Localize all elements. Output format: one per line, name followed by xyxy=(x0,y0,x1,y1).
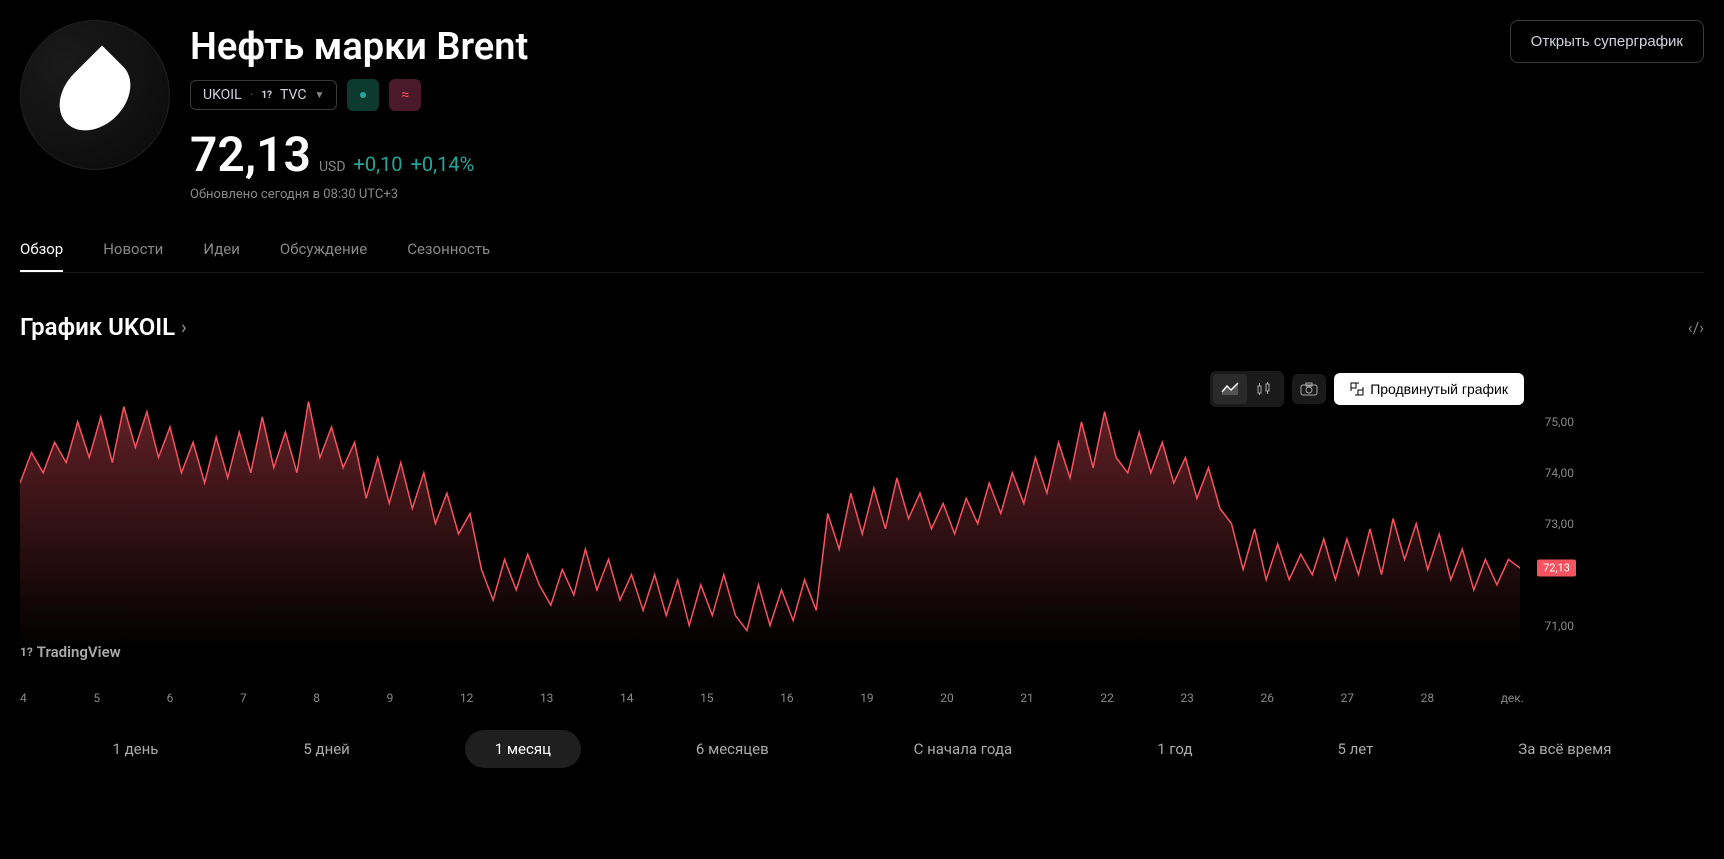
oil-drop-icon xyxy=(46,46,145,145)
x-tick: 12 xyxy=(460,691,474,705)
x-tick: 23 xyxy=(1180,691,1194,705)
range-С начала года[interactable]: С начала года xyxy=(884,730,1043,768)
x-tick: 7 xyxy=(240,691,247,705)
range-За всё время[interactable]: За всё время xyxy=(1488,730,1641,768)
area-chart-icon[interactable] xyxy=(1213,374,1247,404)
x-tick: 27 xyxy=(1341,691,1355,705)
range-1 год[interactable]: 1 год xyxy=(1127,730,1222,768)
y-axis: 75,00 74,00 73,00 71,00 72,13 xyxy=(1534,371,1704,691)
range-1 день[interactable]: 1 день xyxy=(82,730,188,768)
range-selector: 1 день 5 дней 1 месяц 6 месяцев С начала год… xyxy=(20,730,1704,768)
x-tick: 14 xyxy=(620,691,634,705)
market-status-badge[interactable] xyxy=(347,79,379,111)
tv-icon: 1? xyxy=(261,90,272,101)
x-tick: 15 xyxy=(700,691,714,705)
advanced-chart-button[interactable]: Продвинутый график xyxy=(1334,373,1524,405)
y-tick: 71,00 xyxy=(1545,619,1574,633)
y-tick: 73,00 xyxy=(1545,517,1574,531)
change-abs: +0,10 xyxy=(354,152,403,176)
delayed-badge[interactable]: ≈ xyxy=(389,79,421,111)
tab-Сезонность[interactable]: Сезонность xyxy=(407,232,490,272)
exchange-code: TVC xyxy=(280,87,306,103)
x-tick: 20 xyxy=(940,691,954,705)
x-tick: 28 xyxy=(1421,691,1435,705)
x-tick: дек. xyxy=(1501,691,1524,705)
y-tick: 75,00 xyxy=(1545,415,1574,429)
x-axis: 4 5 6 7 8 9 12 13 14 15 16 19 20 21 22 23 26 27 28 дек. xyxy=(20,691,1534,705)
x-tick: 26 xyxy=(1261,691,1275,705)
x-tick: 19 xyxy=(860,691,874,705)
candlestick-icon[interactable] xyxy=(1247,374,1281,404)
x-tick: 22 xyxy=(1100,691,1114,705)
range-6 месяцев[interactable]: 6 месяцев xyxy=(666,730,799,768)
price-chart xyxy=(20,371,1520,651)
range-1 месяц[interactable]: 1 месяц xyxy=(465,730,581,768)
symbol-code: UKOIL xyxy=(203,87,242,103)
instrument-logo xyxy=(20,20,170,170)
change-pct: +0,14% xyxy=(411,152,475,176)
x-tick: 9 xyxy=(387,691,394,705)
instrument-title: Нефть марки Brent xyxy=(190,25,528,69)
x-tick: 4 xyxy=(20,691,27,705)
range-5 лет[interactable]: 5 лет xyxy=(1307,730,1403,768)
chart-title-link[interactable]: График UKOIL › xyxy=(20,313,187,341)
x-tick: 6 xyxy=(167,691,174,705)
chart-toolbar: Продвинутый график xyxy=(1210,371,1524,407)
symbol-selector[interactable]: UKOIL · 1? TVC ▼ xyxy=(190,80,337,110)
x-tick: 21 xyxy=(1020,691,1034,705)
x-tick: 16 xyxy=(780,691,794,705)
x-tick: 8 xyxy=(313,691,320,705)
chevron-right-icon: › xyxy=(181,317,186,338)
header: Нефть марки Brent UKOIL · 1? TVC ▼ ≈ 72,… xyxy=(20,20,1704,202)
tab-Новости[interactable]: Новости xyxy=(103,232,163,272)
snapshot-icon[interactable] xyxy=(1292,374,1326,404)
chevron-down-icon: ▼ xyxy=(314,90,324,101)
currency: USD xyxy=(319,159,346,175)
current-price-tag: 72,13 xyxy=(1537,560,1576,577)
updated-text: Обновлено сегодня в 08:30 UTC+3 xyxy=(190,187,528,202)
y-tick: 74,00 xyxy=(1545,466,1574,480)
x-tick: 5 xyxy=(93,691,100,705)
tab-Идеи[interactable]: Идеи xyxy=(203,232,240,272)
tab-Обсуждение[interactable]: Обсуждение xyxy=(280,232,367,272)
chart-area[interactable]: 75,00 74,00 73,00 71,00 72,13 1? TradingView xyxy=(20,371,1704,691)
embed-code-icon[interactable]: ‹/› xyxy=(1688,318,1704,337)
range-5 дней[interactable]: 5 дней xyxy=(273,730,379,768)
open-superchart-button[interactable]: Открыть суперграфик xyxy=(1510,20,1704,63)
tabs: Обзор Новости Идеи Обсуждение Сезонность xyxy=(20,232,1704,273)
x-tick: 13 xyxy=(540,691,554,705)
last-price: 72,13 xyxy=(190,126,311,183)
tradingview-watermark: 1? TradingView xyxy=(20,643,121,661)
tab-Обзор[interactable]: Обзор xyxy=(20,232,63,272)
